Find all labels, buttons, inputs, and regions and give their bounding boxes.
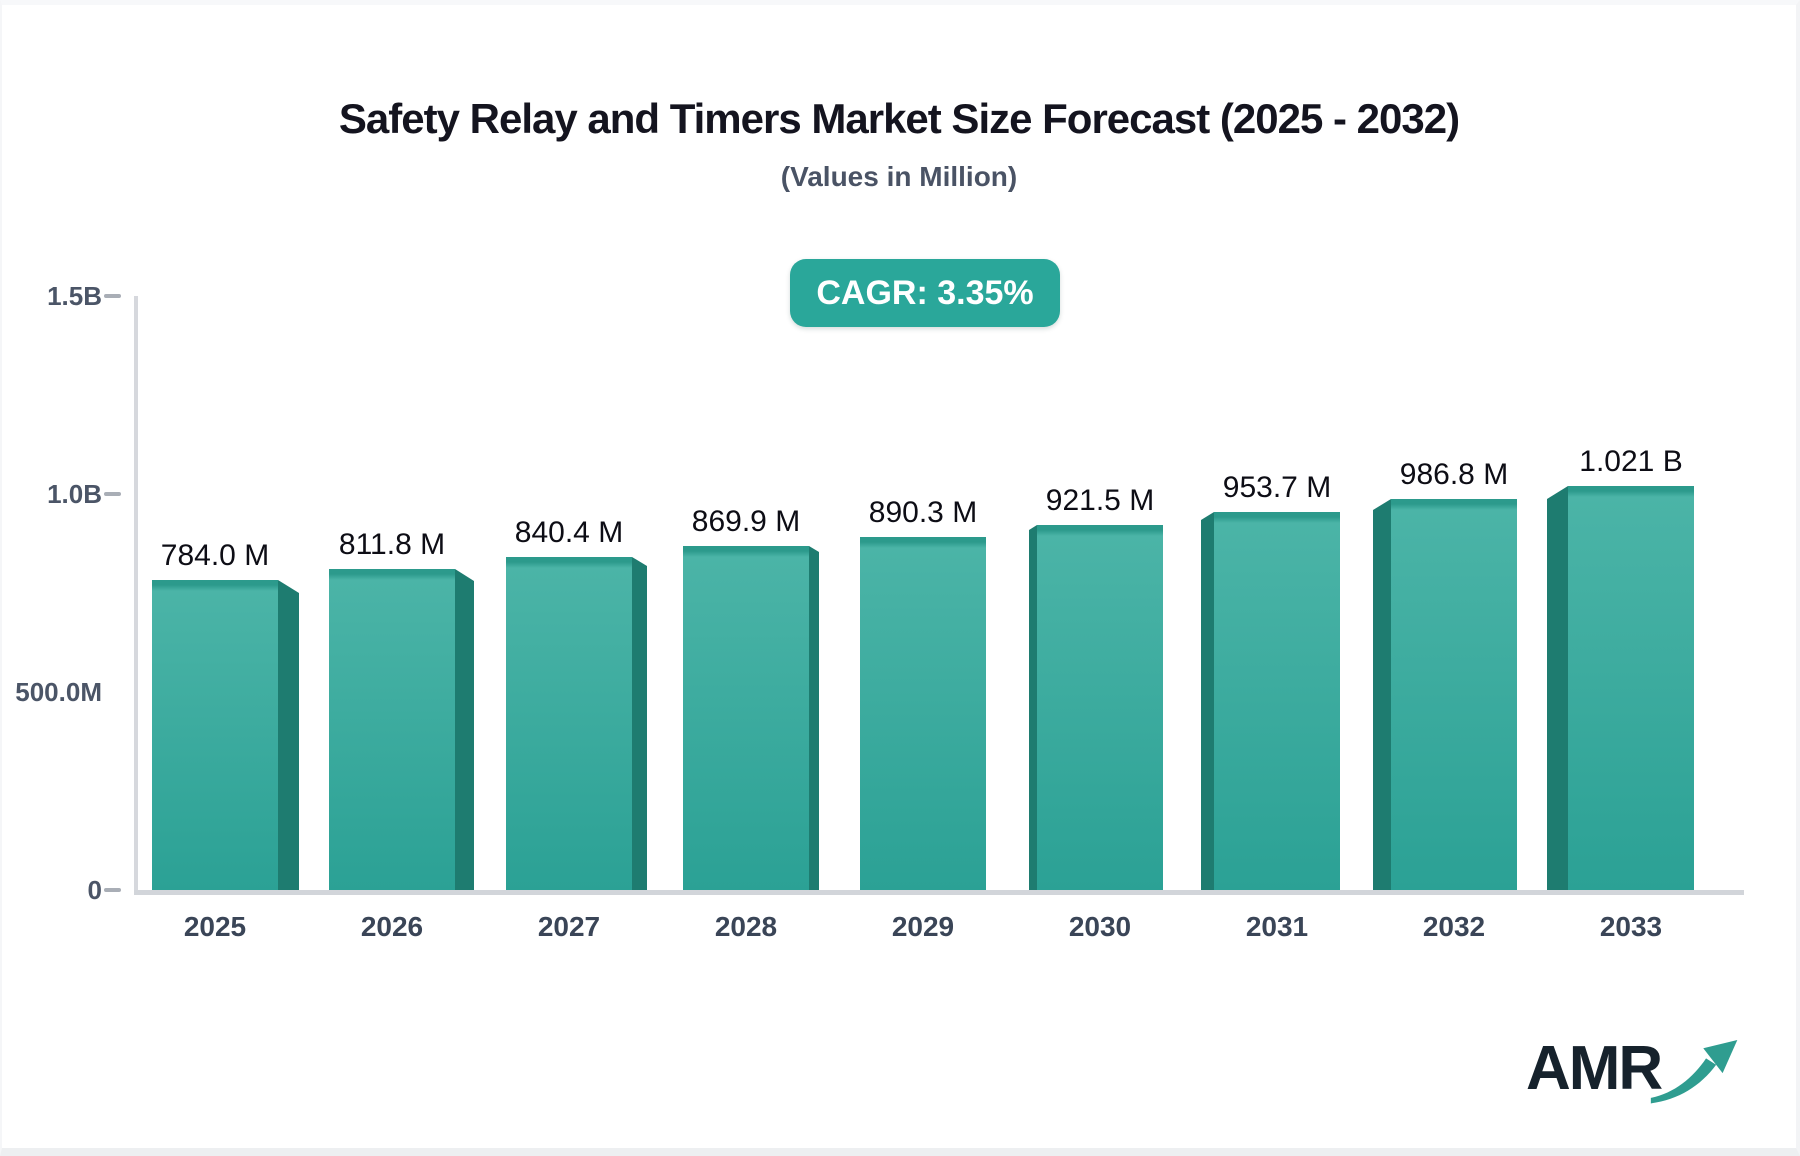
x-tick-label: 2025 (183, 911, 247, 942)
bar-side-face (1547, 486, 1568, 890)
x-tick-label: 2033 (1599, 911, 1663, 942)
logo-text: AMR (1526, 1034, 1663, 1103)
cagr-badge: CAGR: 3.35% (790, 259, 1060, 327)
bar (1214, 512, 1340, 890)
bar-value-label: 1.021 B (1579, 445, 1683, 478)
y-tick-dash (104, 294, 121, 298)
chart-subtitle: (Values in Million) (780, 161, 1018, 192)
bar-value-label: 890.3 M (868, 496, 978, 529)
bar-value-label: 811.8 M (338, 528, 446, 561)
bar-value-label: 921.5 M (1045, 484, 1155, 517)
bar (152, 580, 278, 890)
bar-side-face (1201, 512, 1214, 890)
x-tick-label: 2030 (1068, 911, 1132, 942)
x-tick-label: 2027 (537, 911, 601, 942)
bar (1391, 499, 1517, 890)
trend-arrow-icon (1651, 1039, 1738, 1104)
bar-value-label: 869.9 M (691, 505, 801, 538)
x-baseline (134, 890, 1744, 895)
y-tick-dash (104, 888, 121, 892)
x-tick-label: 2026 (360, 911, 424, 942)
bar (506, 557, 632, 890)
x-tick-label: 2031 (1245, 911, 1309, 942)
bar-side-face (278, 580, 299, 890)
logo: AMR (1526, 1037, 1741, 1113)
y-axis-line (134, 296, 138, 895)
x-tick-label: 2032 (1422, 911, 1486, 942)
bar-side-face (455, 569, 474, 890)
y-tick-label: 500.0M (15, 677, 102, 707)
bar (860, 537, 986, 890)
bar-side-face (632, 557, 647, 890)
bar-side-face (809, 546, 819, 890)
bar-side-face (1029, 525, 1037, 890)
x-tick-label: 2028 (714, 911, 778, 942)
bar (1037, 525, 1163, 890)
bar-value-label: 986.8 M (1399, 458, 1509, 491)
y-tick-dash (104, 492, 121, 496)
bar-value-label: 840.4 M (514, 516, 624, 549)
y-tick-label: 1.0B (47, 479, 102, 509)
y-tick-label: 1.5B (47, 281, 102, 311)
y-tick-label: 0 (87, 875, 102, 905)
bar-side-face (1373, 499, 1391, 890)
bar-value-label: 953.7 M (1222, 471, 1332, 504)
bar (683, 546, 809, 890)
x-tick-label: 2029 (891, 911, 955, 942)
bar-value-label: 784.0 M (160, 539, 270, 572)
bar (329, 569, 455, 890)
chart-title: Safety Relay and Timers Market Size Fore… (338, 95, 1460, 142)
bar (1568, 486, 1694, 890)
